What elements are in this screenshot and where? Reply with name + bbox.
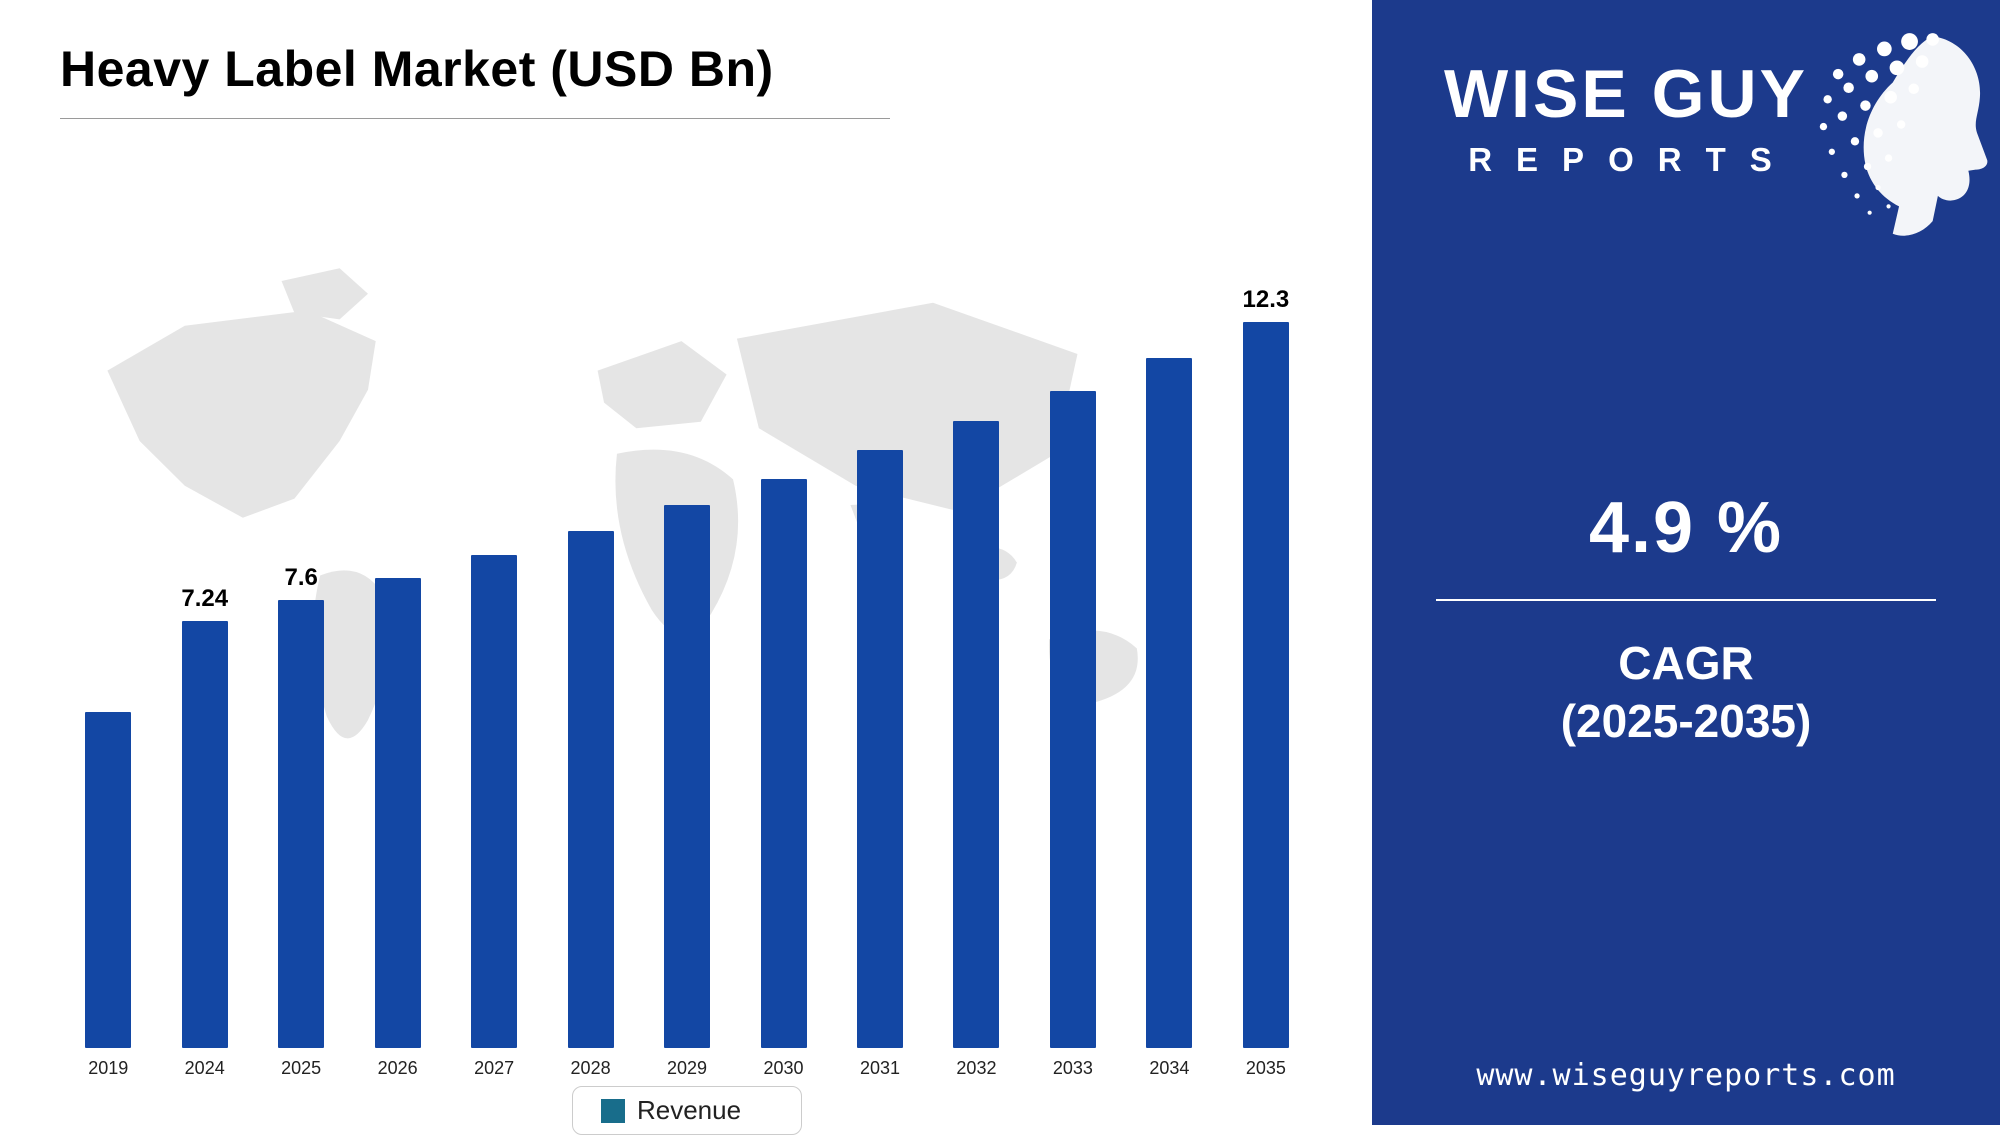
logo-head-dots-icon [1819, 33, 1988, 236]
x-axis-tick-label: 2019 [88, 1057, 129, 1078]
revenue-bar [953, 421, 1000, 1048]
chart-area: 2019 7.24 2024 7.6 2025 2026 2027 2028 2029 2030 2… [60, 129, 1314, 1084]
logo: WISE GUY REPORTS [1443, 33, 1988, 236]
x-axis-tick-label: 2031 [859, 1057, 900, 1078]
bar-column-2019: 2019 [60, 129, 156, 1084]
x-axis-tick-label: 2029 [667, 1057, 708, 1078]
revenue-bar [1242, 322, 1289, 1048]
title-divider [60, 118, 890, 119]
logo-subtitle: REPORTS [1468, 141, 1796, 178]
revenue-bar [1049, 390, 1096, 1048]
bar-value-label: 7.24 [181, 584, 229, 612]
bar-column-2033: 2033 [1025, 129, 1121, 1084]
cagr-range: (2025-2035) [1560, 694, 1812, 747]
bar-column-2028: 2028 [542, 129, 638, 1084]
cagr-label: CAGR [1618, 637, 1754, 689]
bar-column-2034: 2034 [1121, 129, 1217, 1084]
cagr-block: 4.9 % CAGR (2025-2035) [1372, 487, 2000, 750]
legend-row: Revenue [60, 1086, 1314, 1135]
website-link[interactable]: www.wiseguyreports.com [1476, 1058, 1896, 1093]
x-axis-tick-label: 2025 [281, 1057, 322, 1078]
bar-column-2035: 12.3 2035 [1218, 129, 1314, 1084]
brand-panel: WISE GUY REPORTS 4.9 % CAGR (2025-2035) … [1372, 0, 2000, 1125]
legend-color-swatch [600, 1098, 625, 1123]
legend-label: Revenue [636, 1095, 742, 1125]
x-axis-tick-label: 2033 [1052, 1057, 1093, 1078]
bar-column-2031: 2031 [832, 129, 928, 1084]
bar-value-label: 12.3 [1242, 286, 1290, 314]
legend-box: Revenue [571, 1086, 803, 1135]
revenue-bar [374, 577, 421, 1048]
bar-column-2026: 2026 [349, 129, 445, 1084]
bar-plot: 2019 7.24 2024 7.6 2025 2026 2027 2028 2029 2030 2… [60, 129, 1314, 1084]
x-axis-tick-label: 2028 [570, 1057, 611, 1078]
x-axis-tick-label: 2032 [956, 1057, 997, 1078]
bar-column-2025: 7.6 2025 [253, 129, 349, 1084]
x-axis-tick-label: 2026 [377, 1057, 418, 1078]
revenue-bar [1146, 358, 1193, 1048]
bar-value-label: 7.6 [284, 563, 318, 591]
cagr-divider [1436, 599, 1936, 601]
bar-column-2029: 2029 [639, 129, 735, 1084]
revenue-bar [567, 530, 614, 1048]
revenue-bar [760, 478, 807, 1048]
x-axis-tick-label: 2027 [474, 1057, 515, 1078]
x-axis-tick-label: 2030 [763, 1057, 804, 1078]
cagr-value: 4.9 % [1588, 488, 1784, 568]
bar-column-2027: 2027 [446, 129, 542, 1084]
revenue-bar [181, 620, 228, 1048]
revenue-bar [856, 450, 903, 1048]
revenue-bar [664, 505, 711, 1048]
x-axis-tick-label: 2034 [1149, 1057, 1190, 1078]
x-axis-tick-label: 2024 [184, 1057, 225, 1078]
revenue-bar [278, 599, 325, 1048]
page-title: Heavy Label Market (USD Bn) [60, 41, 774, 97]
chart-panel: Heavy Label Market (USD Bn) [60, 41, 1314, 1135]
bar-column-2030: 2030 [735, 129, 831, 1084]
revenue-bar [471, 554, 518, 1048]
revenue-bar [85, 711, 132, 1048]
bar-column-2032: 2032 [928, 129, 1024, 1084]
x-axis-tick-label: 2035 [1245, 1057, 1286, 1078]
bar-column-2024: 7.24 2024 [156, 129, 252, 1084]
logo-wordmark: WISE GUY [1443, 56, 1809, 132]
